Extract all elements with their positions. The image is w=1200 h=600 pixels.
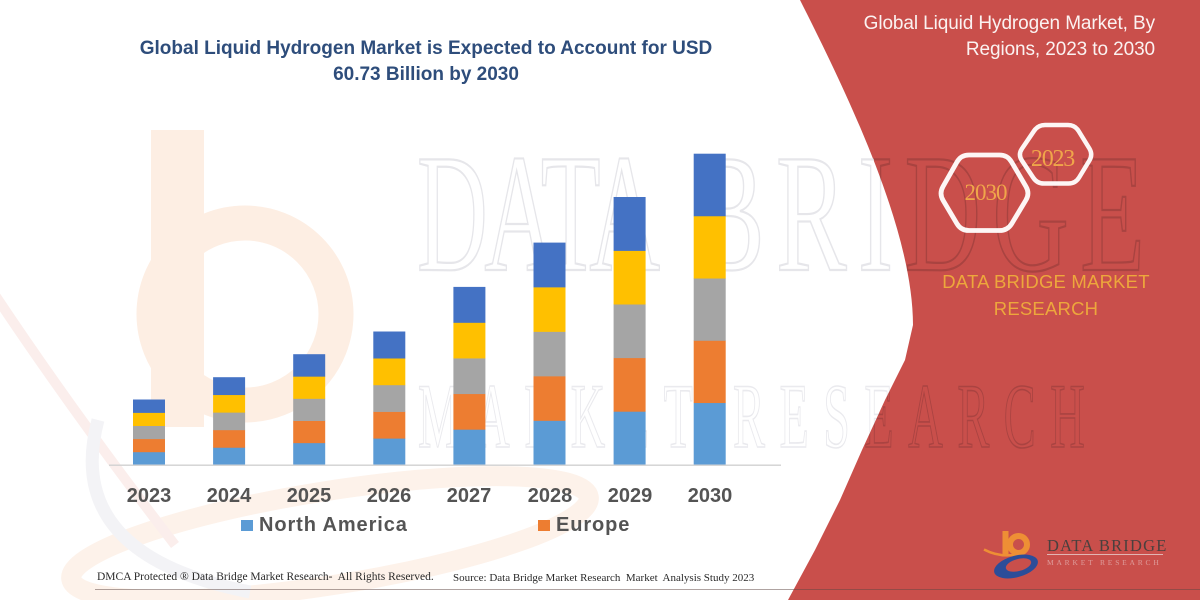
svg-text:2023: 2023 <box>1031 146 1075 172</box>
svg-text:2030: 2030 <box>965 180 1008 205</box>
